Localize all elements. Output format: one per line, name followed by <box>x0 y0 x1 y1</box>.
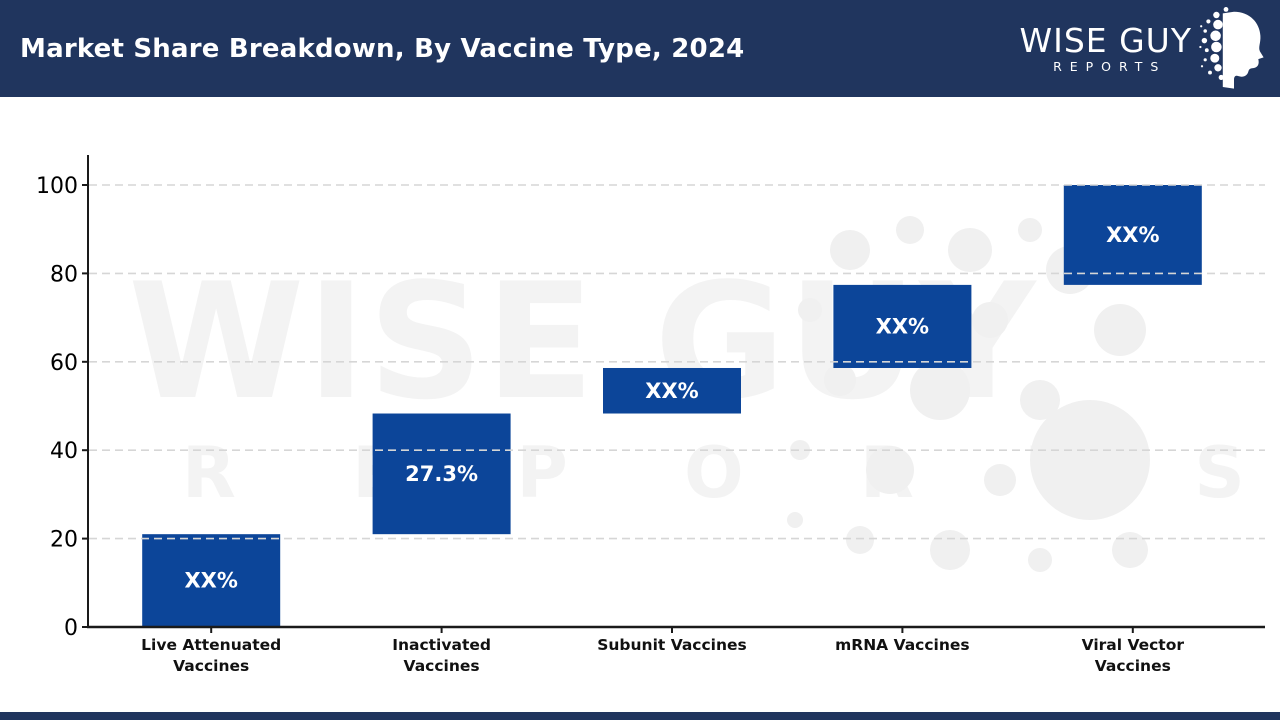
bar-value-label: XX% <box>645 379 698 403</box>
bar-value-label: XX% <box>876 314 929 338</box>
y-tick-label: 100 <box>36 174 78 199</box>
x-category-label: Viral Vector <box>1082 636 1185 654</box>
bar-value-label: 27.3% <box>405 462 478 486</box>
footer-bar <box>0 712 1280 720</box>
y-tick-label: 20 <box>50 528 78 553</box>
x-category-label: mRNA Vaccines <box>835 636 970 654</box>
bar <box>603 367 741 414</box>
brand-logo: WISE GUY REPORTS <box>1019 5 1266 93</box>
bar <box>1063 185 1202 285</box>
bar <box>372 413 511 535</box>
bar-value-label: XX% <box>1106 223 1159 247</box>
app-header: Market Share Breakdown, By Vaccine Type,… <box>0 0 1280 97</box>
y-tick-label: 60 <box>50 351 78 376</box>
bar <box>142 534 281 627</box>
brand-text: WISE GUY REPORTS <box>1019 24 1192 74</box>
x-category-label: Subunit Vaccines <box>597 636 747 654</box>
page-title: Market Share Breakdown, By Vaccine Type,… <box>20 33 745 64</box>
x-category-label: Live Attenuated <box>141 636 281 654</box>
x-category-label: Inactivated <box>392 636 491 654</box>
y-tick-label: 80 <box>50 262 78 287</box>
brand-subname: REPORTS <box>1053 58 1167 74</box>
x-category-label: Vaccines <box>1095 657 1171 675</box>
y-tick-label: 0 <box>64 616 78 641</box>
face-logo-icon <box>1194 5 1266 93</box>
brand-name: WISE GUY <box>1019 20 1192 60</box>
x-category-label: Vaccines <box>173 657 249 675</box>
bar-value-label: XX% <box>184 569 237 593</box>
x-category-label: Vaccines <box>404 657 480 675</box>
y-tick-label: 40 <box>50 439 78 464</box>
bar <box>833 284 972 368</box>
